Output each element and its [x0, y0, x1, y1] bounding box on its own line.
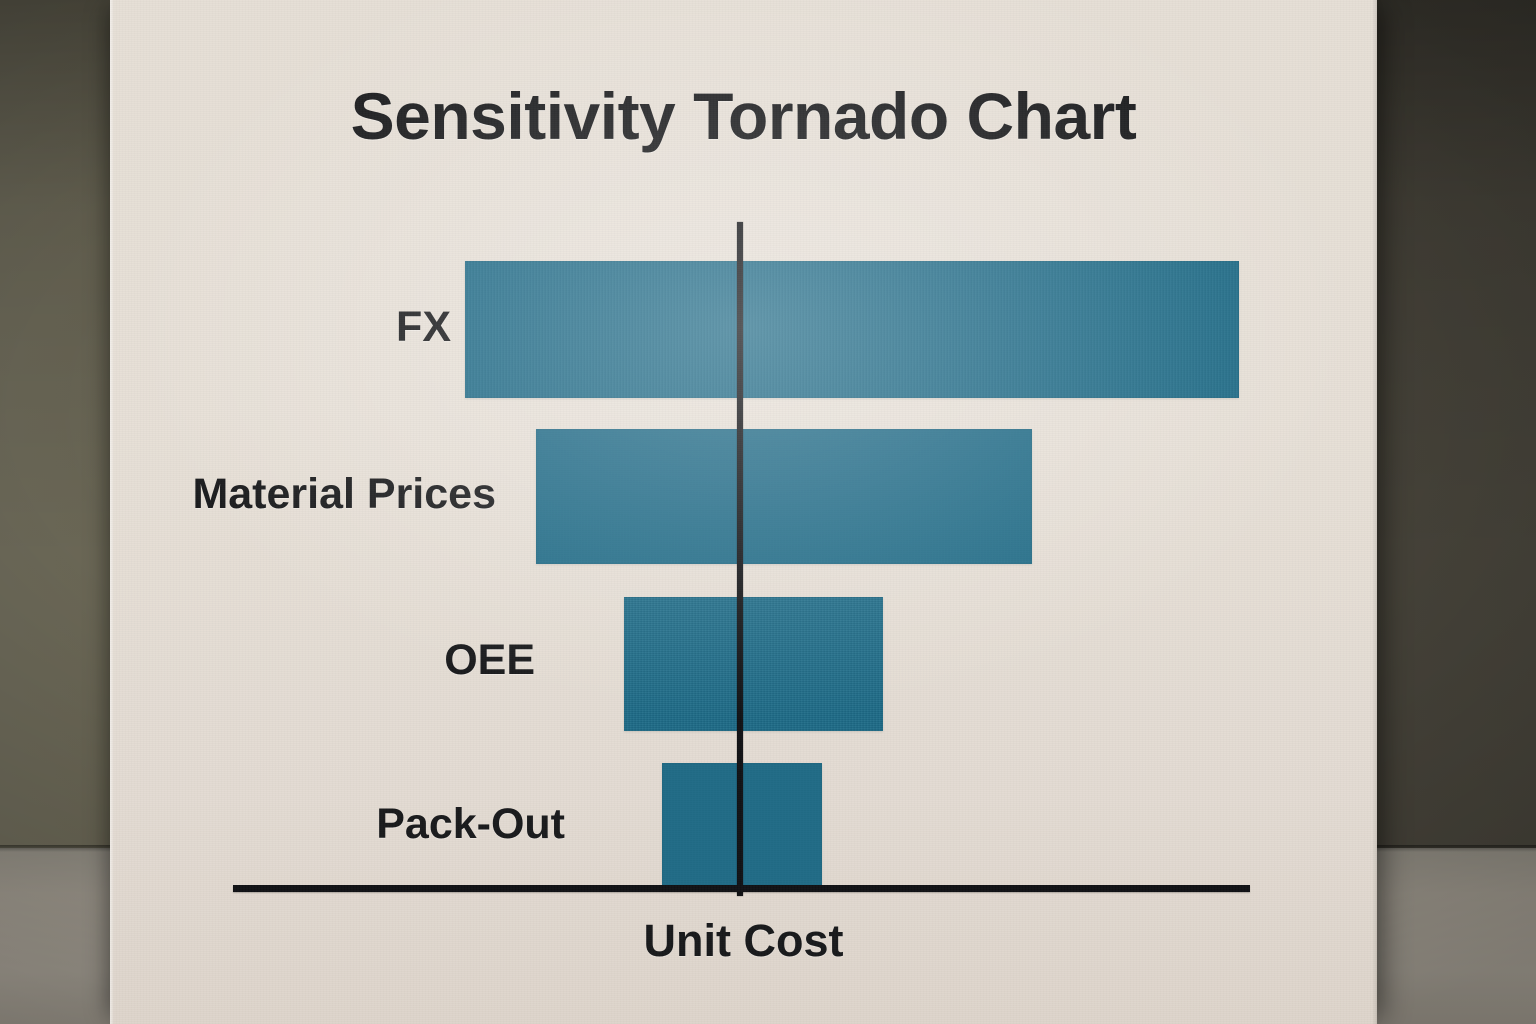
category-label: FX	[396, 303, 451, 351]
tornado-bar	[536, 429, 1032, 564]
category-label: OEE	[444, 636, 535, 684]
x-axis-label: Unit Cost	[643, 915, 844, 966]
category-label: Pack-Out	[376, 800, 565, 848]
tornado-bar	[465, 261, 1239, 398]
category-label: Material Prices	[192, 470, 496, 518]
chart-poster-card: Sensitivity Tornado Chart FX Material Pri…	[110, 0, 1377, 1024]
tornado-bar	[624, 597, 883, 731]
center-reference-line	[737, 222, 743, 896]
tornado-chart: Sensitivity Tornado Chart FX Material Pri…	[110, 0, 1377, 1024]
chart-title: Sensitivity Tornado Chart	[350, 79, 1137, 153]
x-axis-line	[233, 885, 1250, 892]
